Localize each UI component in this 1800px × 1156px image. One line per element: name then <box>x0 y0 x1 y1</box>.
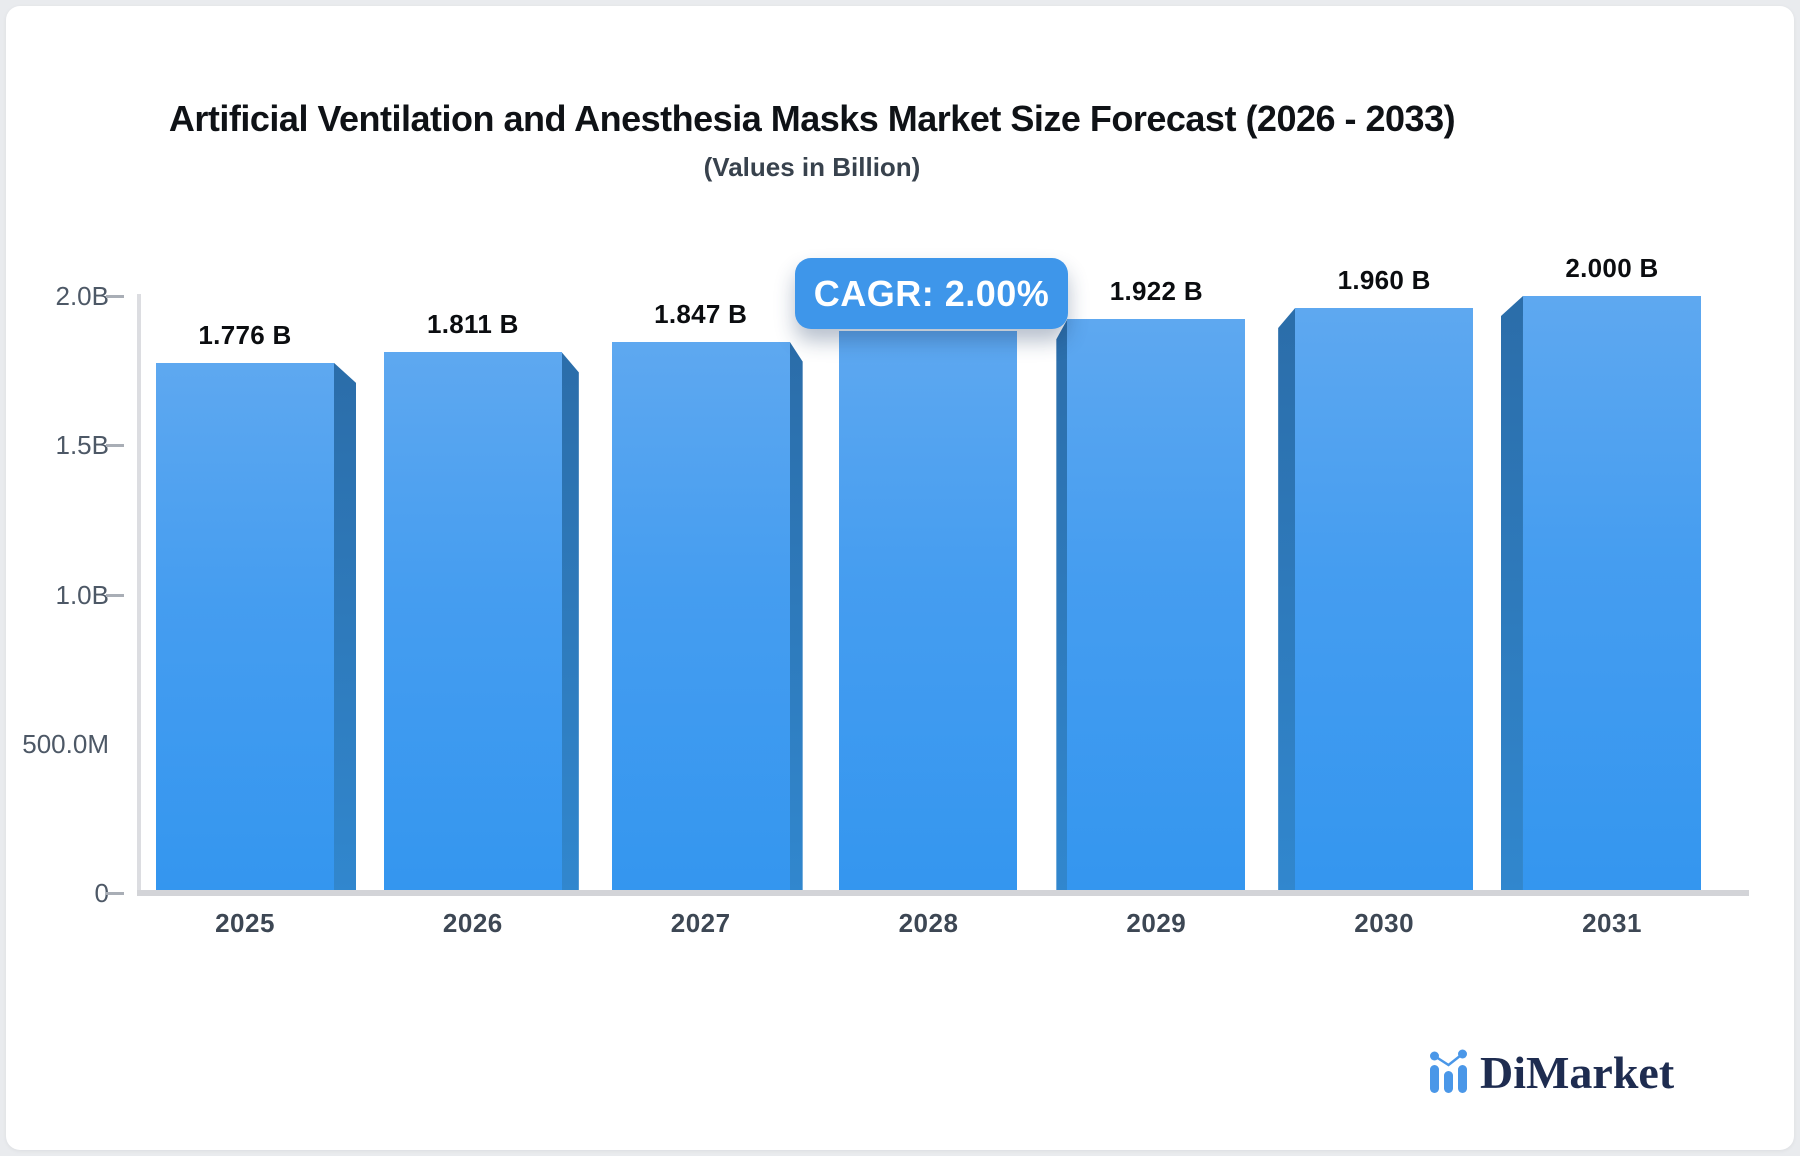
y-axis-tick-mark <box>106 295 124 298</box>
y-axis-tick-label: 1.0B <box>55 579 110 610</box>
x-axis-label-2029: 2029 <box>1126 908 1187 938</box>
bar-2028[interactable] <box>839 330 1018 893</box>
bar-value-label-2031: 2.000 B <box>1565 253 1659 283</box>
bar-value-label-2027: 1.847 B <box>654 298 748 329</box>
x-axis-label-2030: 2030 <box>1354 908 1415 938</box>
cagr-badge-label: CAGR: 2.00% <box>813 272 1050 314</box>
chart-subtitle: (Values in Billion) <box>703 152 921 182</box>
bar-value-label-2029: 1.922 B <box>1109 276 1203 307</box>
chart-card: Artificial Ventilation and Anesthesia Ma… <box>6 6 1794 1150</box>
bar-2031[interactable] <box>1522 296 1701 893</box>
bar-side-2026 <box>561 352 579 893</box>
bar-value-label-2030: 1.960 B <box>1337 264 1431 295</box>
bar-side-2031 <box>1500 296 1523 893</box>
chart-title: Artificial Ventilation and Anesthesia Ma… <box>168 98 1456 139</box>
y-axis-tick-label: 0 <box>94 878 109 908</box>
bar-2029[interactable] <box>1067 319 1246 893</box>
bar-side-2029 <box>1056 319 1068 893</box>
bar-2030[interactable] <box>1295 307 1474 893</box>
y-axis-tick-mark <box>106 593 124 597</box>
x-axis-label-2026: 2026 <box>442 908 503 938</box>
bar-2027[interactable] <box>611 341 790 893</box>
bar-2025[interactable] <box>156 362 334 893</box>
x-axis-label-2027: 2027 <box>670 908 731 938</box>
y-axis-tick-label: 2.0B <box>55 281 110 311</box>
x-axis-label-2025: 2025 <box>215 908 275 938</box>
y-axis-tick-label: 500.0M <box>22 728 109 759</box>
y-axis-tick-mark <box>106 892 124 895</box>
bar-value-label-2025: 1.776 B <box>198 319 292 350</box>
mini-bar-chart-icon <box>1430 1049 1467 1093</box>
chart-area: Artificial Ventilation and Anesthesia Ma… <box>6 6 1794 1150</box>
x-axis-line <box>137 890 1749 896</box>
bar-side-2030 <box>1278 307 1296 893</box>
cagr-badge: CAGR: 2.00% <box>795 258 1068 329</box>
y-axis-tick-mark <box>106 444 124 448</box>
bar-side-2025 <box>334 362 356 893</box>
brand-logo-text: DiMarket <box>1480 1046 1675 1098</box>
y-axis-line <box>137 294 141 896</box>
brand-logo: DiMarket <box>1428 1044 1674 1100</box>
x-axis-label-2031: 2031 <box>1582 908 1642 938</box>
x-axis-label-2028: 2028 <box>898 908 959 938</box>
bar-2026[interactable] <box>383 352 562 893</box>
bar-side-2027 <box>789 341 803 893</box>
y-axis-tick-label: 1.5B <box>55 430 110 461</box>
bar-value-label-2026: 1.811 B <box>426 309 519 340</box>
